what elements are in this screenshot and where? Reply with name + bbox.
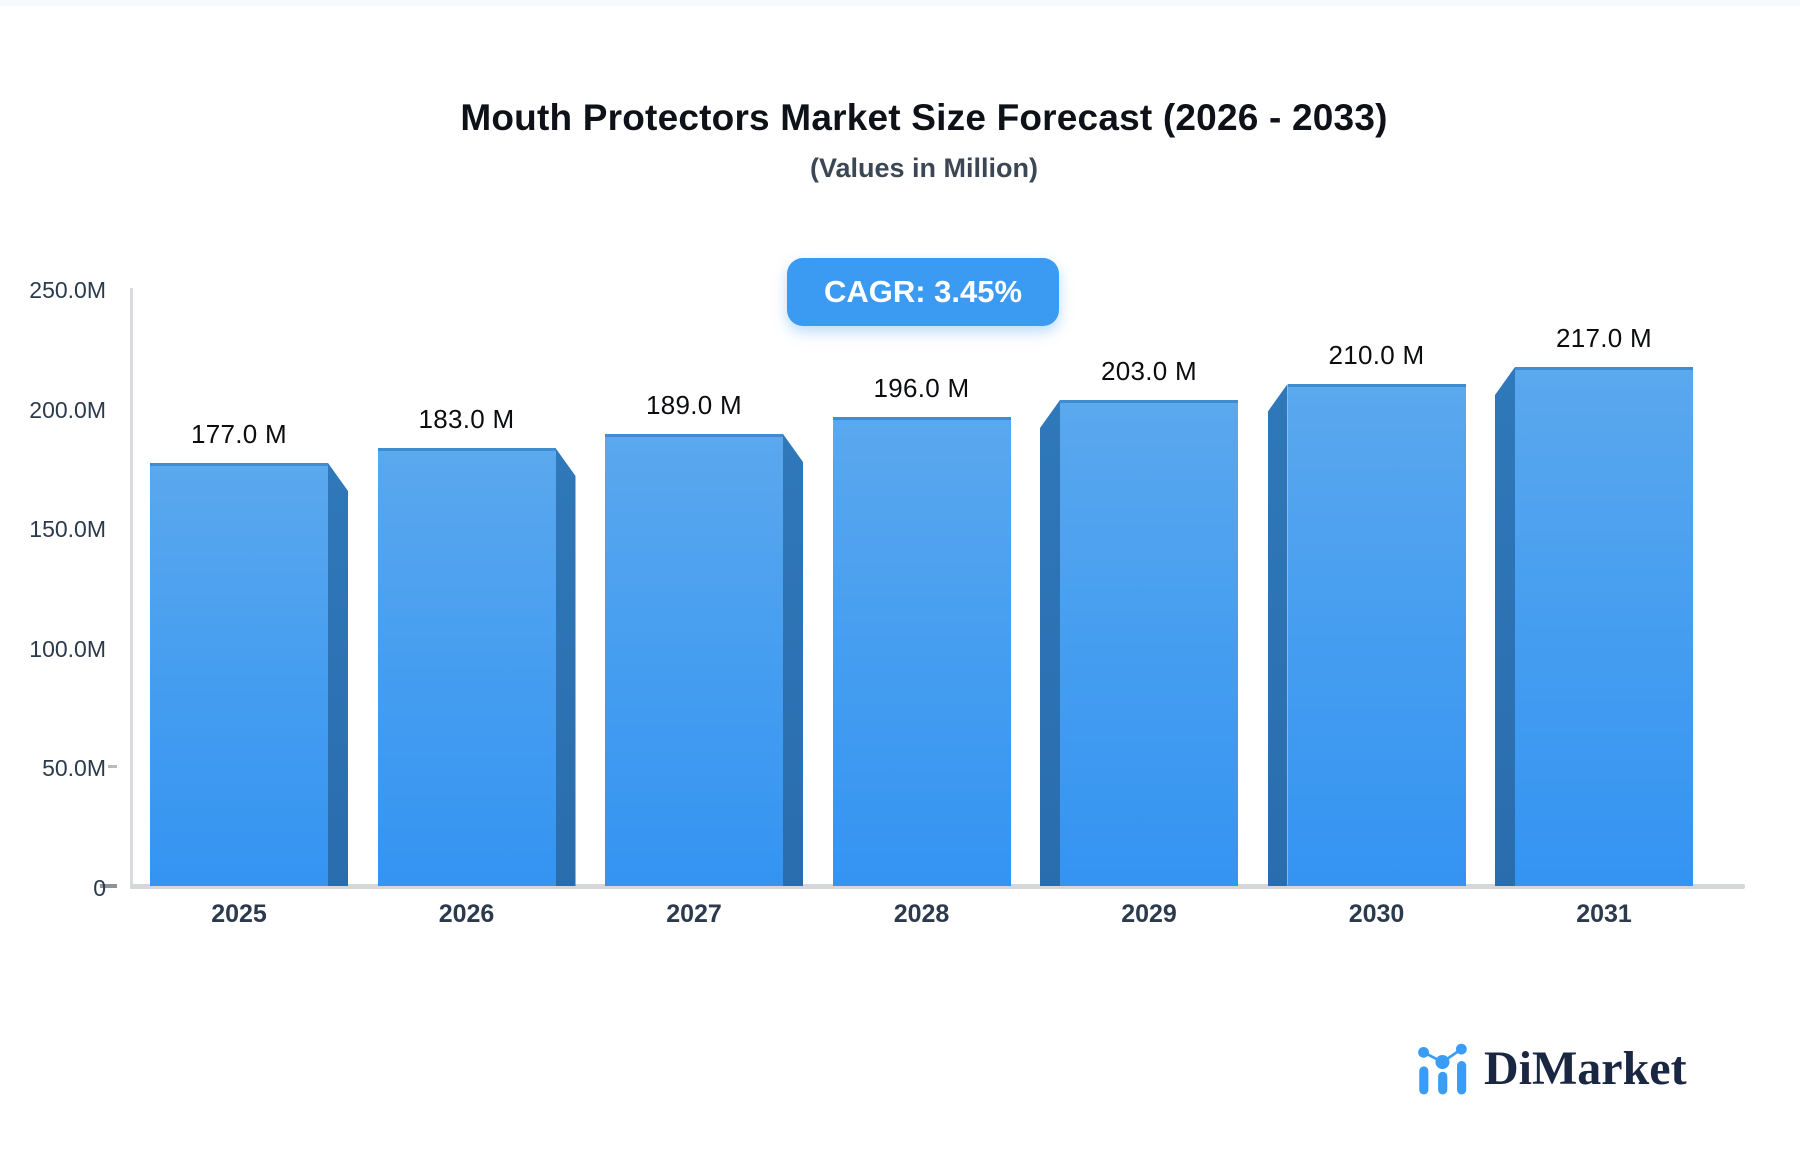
logo: DiMarket: [1416, 1038, 1687, 1098]
x-axis-label-2031: 2031: [1576, 900, 1632, 928]
bar-value-2028: 196.0 M: [873, 373, 970, 403]
bar-value-2026: 183.0 M: [418, 404, 515, 434]
chart-header: Mouth Protectors Market Size Forecast (2…: [48, 0, 1800, 184]
bar-2031[interactable]: [1515, 367, 1693, 886]
y-axis-label-250.0M: 250.0M: [29, 277, 106, 303]
bar-2031-side: [1495, 367, 1515, 886]
bar-value-2031: 217.0 M: [1555, 323, 1653, 353]
y-axis-label-150.0M: 150.0M: [29, 516, 106, 543]
bar-2026-side: [555, 448, 576, 886]
bar-2029-side: [1040, 400, 1060, 886]
x-axis-label-2030: 2030: [1348, 900, 1405, 928]
bar-2027[interactable]: [605, 434, 783, 886]
y-axis-tick-50m: [108, 765, 117, 768]
bar-value-2029: 203.0 M: [1100, 356, 1198, 386]
bar-value-2030: 210.0 M: [1328, 340, 1425, 370]
chart-title: Mouth Protectors Market Size Forecast (2…: [460, 97, 1388, 138]
logo-text: DiMarket: [1484, 1041, 1687, 1095]
bar-2027-side: [783, 434, 803, 886]
top-edge-strip: [0, 0, 1800, 6]
x-axis-label-2026: 2026: [438, 900, 495, 928]
y-axis-label-0: 0: [93, 875, 106, 901]
cagr-badge: CAGR: 3.45%: [787, 258, 1059, 326]
y-axis-tick-0: [100, 884, 117, 888]
dimarket-logo-icon: [1418, 1043, 1467, 1095]
bar-2030-side: [1267, 384, 1288, 886]
bar-value-2027: 189.0 M: [645, 390, 743, 420]
y-axis-label-100.0M: 100.0M: [29, 635, 106, 662]
bar-2029[interactable]: [1060, 400, 1238, 886]
y-axis-line: [130, 288, 133, 889]
x-axis-label-2029: 2029: [1121, 900, 1177, 928]
bar-2028[interactable]: [832, 417, 1011, 886]
x-axis-label-2027: 2027: [666, 900, 722, 928]
y-axis-label-50.0M: 50.0M: [42, 755, 106, 782]
bar-2025[interactable]: [150, 463, 328, 886]
bar-2030[interactable]: [1287, 384, 1466, 886]
bar-2025-side: [328, 463, 348, 886]
bar-2026[interactable]: [377, 448, 556, 886]
x-axis-label-2025: 2025: [211, 900, 267, 928]
bar-value-2025: 177.0 M: [190, 419, 288, 449]
chart-subtitle: (Values in Million): [809, 153, 1039, 183]
x-axis-label-2028: 2028: [893, 900, 950, 928]
y-axis-label-200.0M: 200.0M: [29, 396, 106, 423]
x-axis-baseline: [130, 884, 1745, 889]
